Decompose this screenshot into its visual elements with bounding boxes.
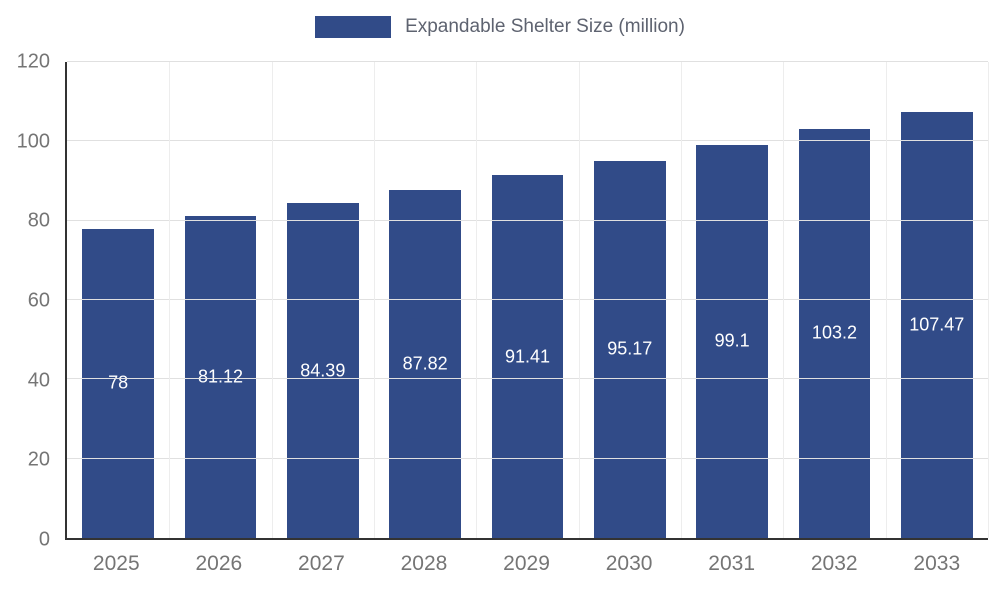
gridline-vertical [271, 62, 273, 538]
x-tick-label: 2026 [195, 552, 243, 575]
x-tick-label: 2031 [708, 552, 756, 575]
bars-container: 78 81.12 84.39 87.82 91.41 95.17 99.1 103.2 107.… [67, 62, 988, 538]
gridline-vertical [169, 62, 171, 538]
bar: 95.17 [593, 160, 666, 538]
bar-value-label: 81.12 [197, 366, 244, 387]
bar-value-label: 78 [108, 372, 129, 393]
bar-value-label: 87.82 [402, 353, 448, 374]
gridline-vertical [373, 62, 375, 538]
category-band: 84.39 [272, 62, 374, 538]
y-tick-label: 60 [27, 289, 50, 312]
x-tick-label: 2032 [810, 552, 858, 575]
gridline-vertical [680, 62, 682, 538]
bar: 99.1 [696, 144, 768, 538]
y-tick-label: 80 [27, 209, 50, 232]
category-band: 107.47 [886, 62, 988, 538]
gridline-horizontal [67, 457, 988, 459]
bar-value-label: 95.17 [607, 338, 653, 359]
bar-value-label: 99.1 [714, 330, 750, 351]
x-tick-label: 2028 [400, 552, 448, 575]
legend-swatch[interactable] [315, 16, 392, 38]
legend-label[interactable]: Expandable Shelter Size (million) [405, 16, 685, 37]
gridline-horizontal [67, 140, 988, 142]
y-tick-label: 20 [27, 448, 50, 471]
bar: 91.41 [491, 175, 564, 538]
bar-value-label: 107.47 [909, 314, 965, 335]
x-axis-labels: 2025 2026 2027 2028 2029 2030 2031 2032 2033 [65, 552, 988, 576]
bar-value-label: 91.41 [504, 346, 550, 367]
category-band: 81.12 [169, 62, 271, 538]
gridline-horizontal [67, 61, 988, 62]
chart-legend[interactable]: Expandable Shelter Size (million) [0, 16, 1000, 38]
gridline-horizontal [67, 299, 988, 300]
y-axis-labels: 0 20 40 60 80 100 120 [0, 51, 56, 551]
y-tick-label: 100 [16, 130, 50, 153]
bar: 87.82 [389, 189, 461, 538]
plot-area: 78 81.12 84.39 87.82 91.41 95.17 99.1 103.2 107.… [65, 61, 989, 540]
x-tick-label: 2033 [913, 552, 961, 575]
gridline-vertical [988, 62, 989, 538]
bar: 103.2 [798, 128, 871, 538]
y-tick-label: 0 [38, 528, 50, 551]
y-tick-label: 40 [27, 369, 50, 392]
category-band: 78 [67, 62, 169, 538]
category-band: 103.2 [783, 62, 885, 538]
category-band: 91.41 [476, 62, 578, 538]
category-band: 95.17 [579, 62, 681, 538]
bar-value-label: 84.39 [300, 360, 346, 381]
gridline-vertical [476, 62, 478, 538]
gridline-horizontal [67, 378, 988, 380]
bar: 107.47 [900, 111, 973, 538]
bar-value-label: 103.2 [811, 322, 857, 343]
gridline-vertical [783, 62, 785, 538]
x-tick-label: 2027 [298, 552, 345, 575]
x-tick-label: 2025 [92, 552, 140, 575]
x-tick-label: 2030 [605, 552, 653, 575]
category-band: 87.82 [374, 62, 476, 538]
bar: 84.39 [287, 203, 359, 538]
x-tick-label: 2029 [503, 552, 550, 575]
bar: 81.12 [184, 216, 257, 538]
bar: 78 [82, 228, 154, 538]
gridline-vertical [885, 62, 887, 538]
category-band: 99.1 [681, 62, 783, 538]
gridline-vertical [578, 62, 580, 538]
y-tick-label: 120 [16, 50, 50, 73]
gridline-horizontal [67, 219, 988, 221]
